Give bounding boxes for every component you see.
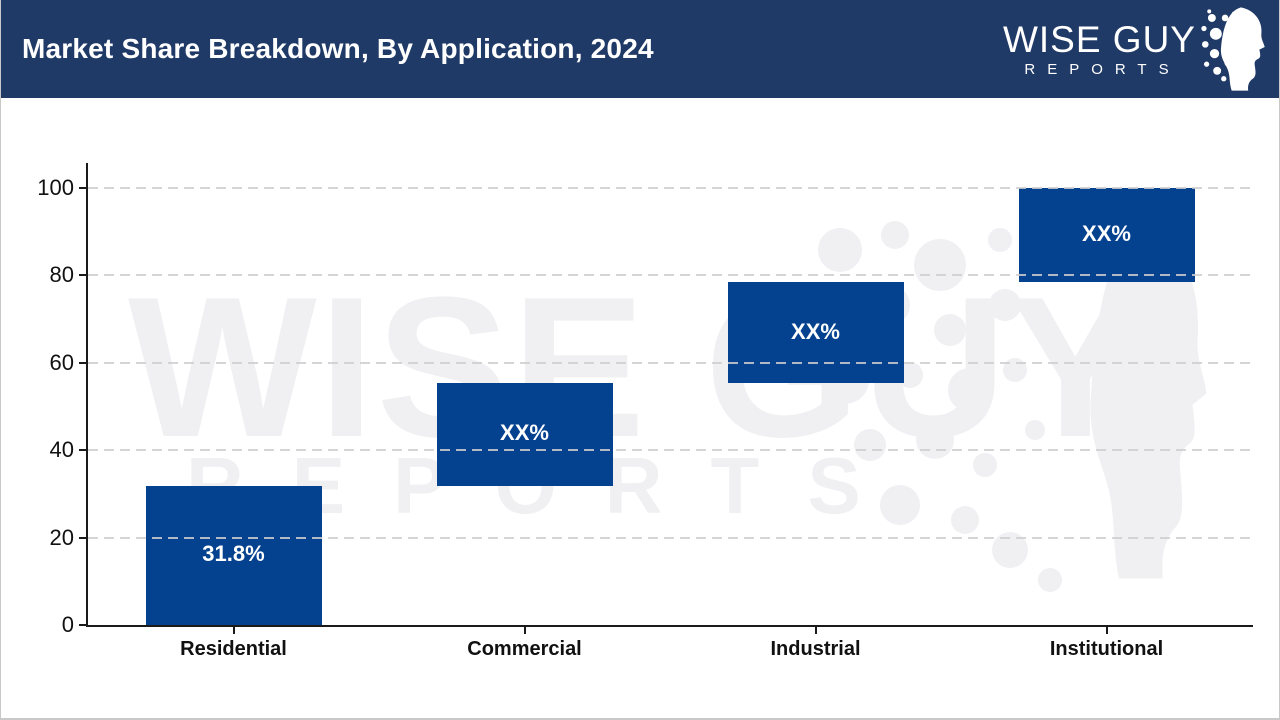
bar-value-label: 31.8%: [202, 541, 265, 567]
x-tick: [232, 625, 235, 634]
y-axis-spine: [86, 163, 88, 625]
x-axis-label: Institutional: [1049, 638, 1164, 660]
y-tick-label: 40: [49, 437, 74, 462]
y-tick: [79, 536, 88, 539]
gridline: [88, 186, 1252, 189]
dotted-face-icon: [1201, 7, 1265, 91]
x-axis-spine: [86, 625, 1253, 627]
y-tick: [79, 274, 88, 276]
y-tick: [79, 449, 88, 451]
y-tick-label: 80: [49, 262, 74, 287]
watermark-text: WISE GUY: [128, 256, 1145, 479]
y-tick-label: 0: [61, 612, 74, 637]
y-tick: [79, 186, 88, 189]
bar-value-label: XX%: [500, 420, 549, 446]
brand-logo: WISE GUY REPORTS: [1003, 6, 1280, 92]
bar: [436, 382, 613, 486]
gridline: [88, 449, 1252, 451]
x-axis-label: Industrial: [770, 638, 861, 660]
header-bar: Market Share Breakdown, By Application, …: [0, 0, 1280, 98]
gridline: [88, 361, 1252, 364]
x-tick: [814, 625, 817, 634]
x-axis-label: Commercial: [467, 638, 582, 660]
brand-wordmark: WISE GUY REPORTS: [1003, 21, 1196, 77]
y-tick: [79, 361, 88, 364]
y-tick: [79, 624, 88, 626]
x-tick: [523, 625, 526, 634]
brand-subtitle: REPORTS: [1024, 61, 1181, 78]
bar-value-label: XX%: [791, 318, 840, 344]
gridline: [88, 536, 1252, 539]
gridline: [88, 274, 1252, 276]
brand-name: WISE GUY: [1002, 19, 1196, 60]
y-tick-label: 20: [49, 524, 74, 550]
y-tick-label: 100: [37, 174, 74, 200]
bar-value-label: XX%: [1082, 220, 1131, 246]
bar: [1018, 187, 1195, 283]
bar: [727, 282, 904, 383]
y-tick-label: 60: [49, 349, 74, 375]
x-axis-label: Residential: [180, 638, 287, 660]
page-title: Market Share Breakdown, By Application, …: [22, 33, 654, 64]
x-tick: [1105, 625, 1108, 634]
bar: [145, 485, 322, 625]
